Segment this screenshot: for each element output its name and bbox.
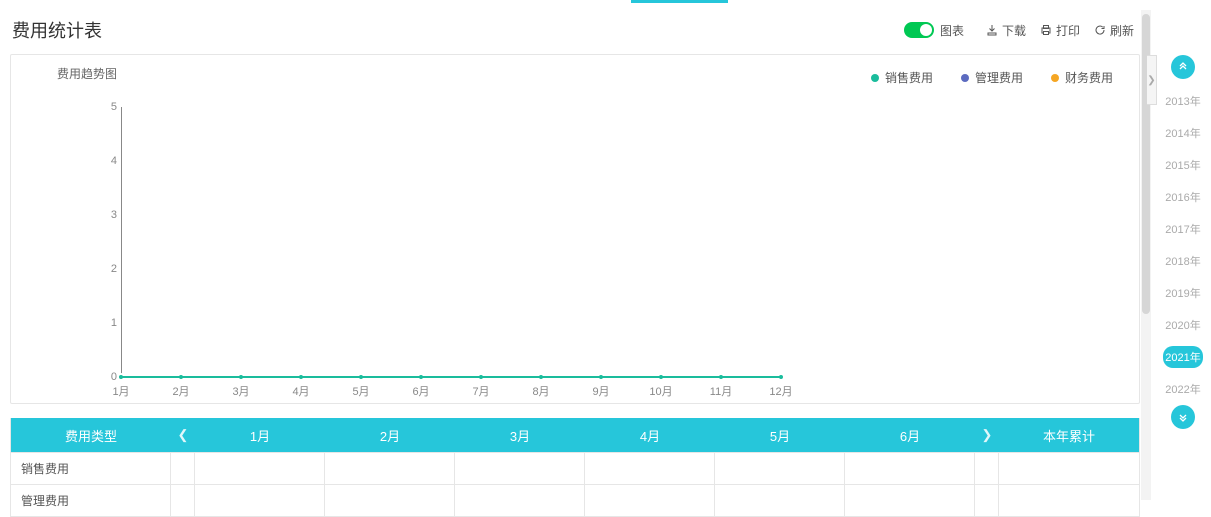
cell <box>715 453 845 484</box>
row-total <box>999 485 1139 516</box>
y-tick: 2 <box>97 263 117 275</box>
table-next-button[interactable]: ❯ <box>975 427 999 443</box>
cell <box>195 485 325 516</box>
chevron-down-icon <box>1178 412 1188 422</box>
print-label: 打印 <box>1056 22 1080 39</box>
col-month-0: 1月 <box>195 426 325 445</box>
chart-toggle[interactable] <box>904 22 934 38</box>
year-item[interactable]: 2022年 <box>1161 373 1205 405</box>
year-scroll-up[interactable] <box>1171 55 1195 79</box>
row-label: 管理费用 <box>11 485 171 516</box>
print-button[interactable]: 打印 <box>1040 22 1080 39</box>
legend-label: 财务费用 <box>1065 69 1113 86</box>
main-panel: 费用统计表 图表 下载 打印 刷新 费用趋势图 销售费用管理费用财务费用 012… <box>10 10 1140 517</box>
y-axis: 012345 <box>97 107 117 377</box>
x-tick: 6月 <box>412 383 429 399</box>
cell-pad <box>171 453 195 484</box>
cell <box>845 453 975 484</box>
x-tick: 3月 <box>232 383 249 399</box>
row-total <box>999 453 1139 484</box>
year-item[interactable]: 2014年 <box>1161 117 1205 149</box>
cell <box>455 453 585 484</box>
x-tick: 5月 <box>352 383 369 399</box>
year-item[interactable]: 2016年 <box>1161 181 1205 213</box>
table-row: 销售费用 <box>11 452 1139 484</box>
x-tick: 9月 <box>592 383 609 399</box>
chart-legend: 销售费用 管理费用 财务费用 <box>871 69 1113 86</box>
row-label: 销售费用 <box>11 453 171 484</box>
legend-label: 管理费用 <box>975 69 1023 86</box>
year-scroll-down[interactable] <box>1171 405 1195 429</box>
download-icon <box>986 24 998 36</box>
cell <box>845 485 975 516</box>
x-tick: 1月 <box>112 383 129 399</box>
chevron-up-icon <box>1178 62 1188 72</box>
legend-item-1[interactable]: 管理费用 <box>961 69 1023 86</box>
cell-pad <box>975 485 999 516</box>
legend-dot-icon <box>871 74 879 82</box>
cell <box>195 453 325 484</box>
refresh-label: 刷新 <box>1110 22 1134 39</box>
y-tick: 1 <box>97 317 117 329</box>
series-line <box>121 376 781 378</box>
x-tick: 2月 <box>172 383 189 399</box>
col-month-2: 3月 <box>455 426 585 445</box>
table-prev-button[interactable]: ❮ <box>171 427 195 443</box>
year-selector: 2013年2014年2015年2016年2017年2018年2019年2020年… <box>1161 55 1205 435</box>
cell <box>715 485 845 516</box>
x-tick: 11月 <box>710 383 732 399</box>
col-month-4: 5月 <box>715 426 845 445</box>
chart-toggle-label: 图表 <box>940 22 964 39</box>
x-tick: 4月 <box>292 383 309 399</box>
legend-dot-icon <box>961 74 969 82</box>
table-row: 管理费用 <box>11 484 1139 516</box>
y-tick: 5 <box>97 101 117 113</box>
expense-table: 费用类型 ❮ 1月2月3月4月5月6月 ❯ 本年累计 销售费用管理费用 <box>10 418 1140 517</box>
cell-pad <box>171 485 195 516</box>
y-tick: 0 <box>97 371 117 383</box>
legend-item-2[interactable]: 财务费用 <box>1051 69 1113 86</box>
col-type: 费用类型 <box>11 426 171 445</box>
col-month-5: 6月 <box>845 426 975 445</box>
year-panel-collapse[interactable]: ❯ <box>1147 55 1157 105</box>
refresh-icon <box>1094 24 1106 36</box>
download-button[interactable]: 下载 <box>986 22 1026 39</box>
col-month-3: 4月 <box>585 426 715 445</box>
page-title: 费用统计表 <box>12 17 102 43</box>
legend-item-0[interactable]: 销售费用 <box>871 69 933 86</box>
x-tick: 8月 <box>532 383 549 399</box>
cell-pad <box>975 453 999 484</box>
year-item[interactable]: 2015年 <box>1161 149 1205 181</box>
table-header: 费用类型 ❮ 1月2月3月4月5月6月 ❯ 本年累计 <box>11 418 1139 452</box>
year-item[interactable]: 2013年 <box>1161 85 1205 117</box>
x-tick: 7月 <box>472 383 489 399</box>
y-tick: 4 <box>97 155 117 167</box>
download-label: 下载 <box>1002 22 1026 39</box>
col-total: 本年累计 <box>999 426 1139 445</box>
refresh-button[interactable]: 刷新 <box>1094 22 1134 39</box>
year-item[interactable]: 2017年 <box>1161 213 1205 245</box>
y-tick: 3 <box>97 209 117 221</box>
title-bar: 费用统计表 图表 下载 打印 刷新 <box>10 10 1140 50</box>
year-item[interactable]: 2019年 <box>1161 277 1205 309</box>
cell <box>325 485 455 516</box>
cell <box>585 485 715 516</box>
legend-label: 销售费用 <box>885 69 933 86</box>
plot-area <box>121 107 781 377</box>
cell <box>585 453 715 484</box>
chart-card: 费用趋势图 销售费用管理费用财务费用 012345 1月2月3月4月5月6月7月… <box>10 54 1140 404</box>
col-month-1: 2月 <box>325 426 455 445</box>
x-axis: 1月2月3月4月5月6月7月8月9月10月11月12月 <box>121 377 781 397</box>
top-accent <box>631 0 728 3</box>
year-item[interactable]: 2021年 <box>1163 346 1203 368</box>
year-item[interactable]: 2020年 <box>1161 309 1205 341</box>
x-tick: 10月 <box>649 383 672 399</box>
year-item[interactable]: 2018年 <box>1161 245 1205 277</box>
x-tick: 12月 <box>769 383 792 399</box>
cell <box>325 453 455 484</box>
print-icon <box>1040 24 1052 36</box>
cell <box>455 485 585 516</box>
legend-dot-icon <box>1051 74 1059 82</box>
